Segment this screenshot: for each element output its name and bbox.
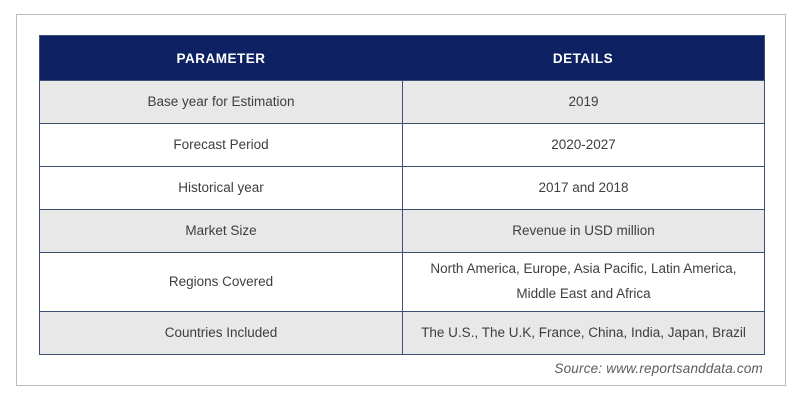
parameter-cell: Historical year <box>40 167 403 209</box>
details-cell: 2017 and 2018 <box>538 179 629 195</box>
details-cell: Revenue in USD million <box>512 222 655 238</box>
table-row: Historical year 2017 and 2018 <box>40 166 764 209</box>
report-scope-table: PARAMETER DETAILS Base year for Estimati… <box>39 35 765 355</box>
source-attribution: Source: www.reportsanddata.com <box>554 361 763 376</box>
parameter-cell: Market Size <box>40 210 403 252</box>
parameter-cell: Forecast Period <box>40 124 403 166</box>
table-row: Market Size Revenue in USD million <box>40 209 764 252</box>
details-cell: 2019 <box>568 93 599 109</box>
details-cell: North America, Europe, Asia Pacific, Lat… <box>430 261 737 301</box>
column-header-parameter: PARAMETER <box>176 50 266 66</box>
figure-card: PARAMETER DETAILS Base year for Estimati… <box>16 14 786 386</box>
parameter-cell: Base year for Estimation <box>40 81 403 123</box>
table-header-row: PARAMETER DETAILS <box>40 36 764 80</box>
parameter-cell: Regions Covered <box>40 253 403 311</box>
table-row: Base year for Estimation 2019 <box>40 80 764 123</box>
table-row: Regions Covered North America, Europe, A… <box>40 252 764 311</box>
table-row: Countries Included The U.S., The U.K, Fr… <box>40 311 764 354</box>
column-header-details: DETAILS <box>552 50 614 66</box>
table-row: Forecast Period 2020-2027 <box>40 123 764 166</box>
details-cell: 2020-2027 <box>551 136 616 152</box>
details-cell: The U.S., The U.K, France, China, India,… <box>421 324 746 340</box>
parameter-cell: Countries Included <box>40 312 403 354</box>
